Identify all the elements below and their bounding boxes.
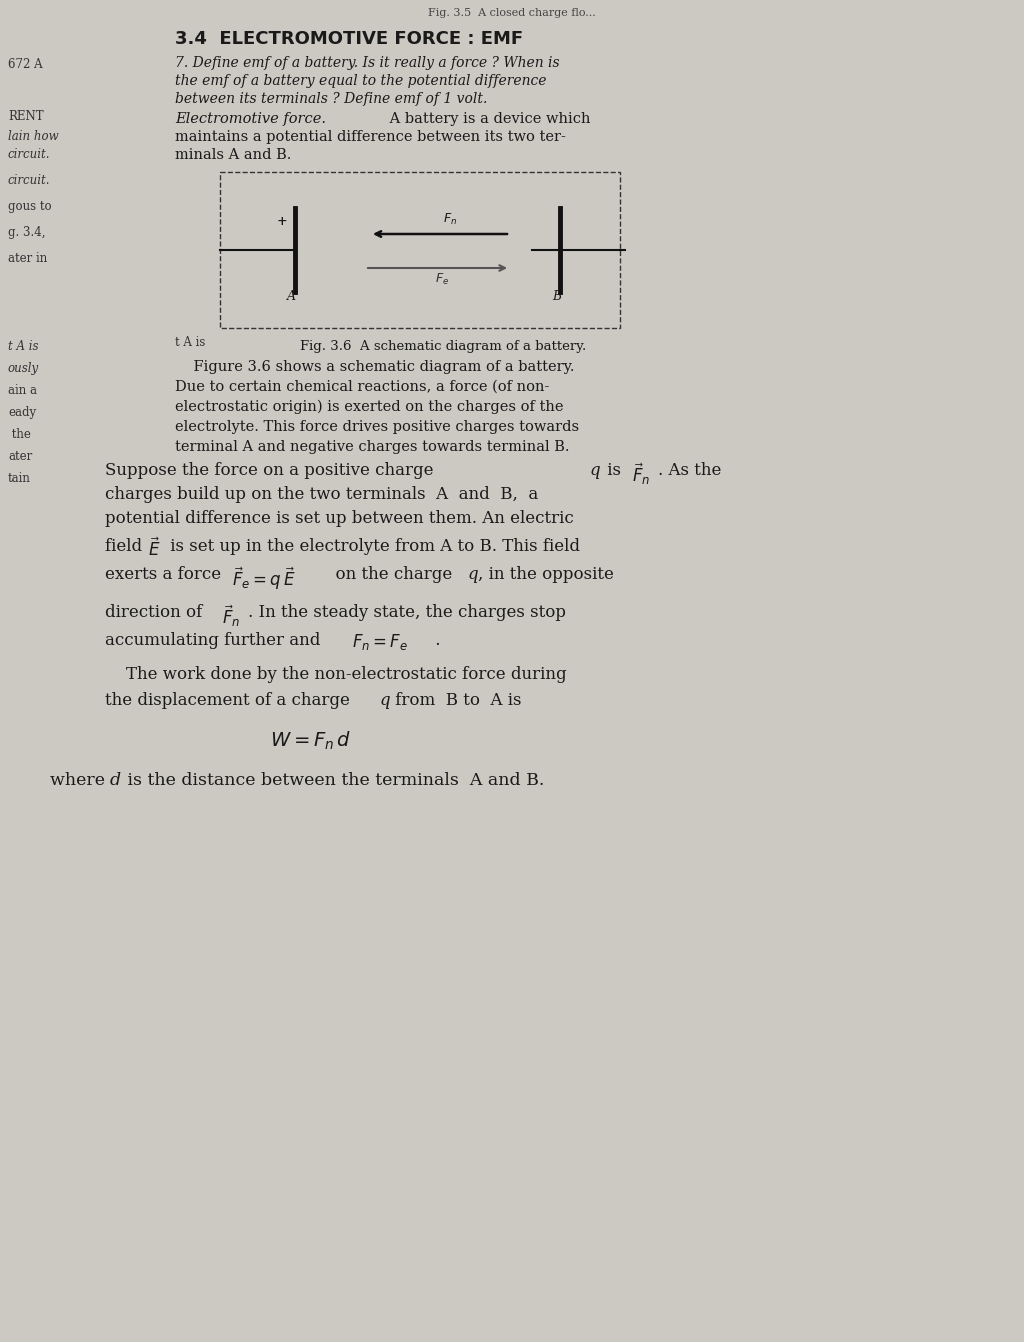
Text: q: q [380,692,390,709]
Text: field: field [105,538,147,556]
Text: q: q [468,566,478,582]
Text: maintains a potential difference between its two ter-: maintains a potential difference between… [175,130,566,144]
Text: is the distance between the terminals  A and B.: is the distance between the terminals A … [122,772,545,789]
Text: $\vec{F}_n$: $\vec{F}_n$ [222,604,241,629]
Text: 7. Define emf of a battery. Is it really a force ? When is: 7. Define emf of a battery. Is it really… [175,56,560,70]
Text: q: q [590,462,601,479]
Text: tain: tain [8,472,31,484]
Text: circuit.: circuit. [8,148,50,161]
Text: eady: eady [8,407,36,419]
Text: direction of: direction of [105,604,208,621]
Text: g. 3.4,: g. 3.4, [8,225,45,239]
Text: A battery is a device which: A battery is a device which [385,111,591,126]
Text: Suppose the force on a positive charge: Suppose the force on a positive charge [105,462,438,479]
Text: d: d [110,772,121,789]
Text: the: the [8,428,31,442]
Text: $F_n = F_e$: $F_n = F_e$ [352,632,408,652]
Text: $F_n$: $F_n$ [443,212,457,227]
Text: on the charge: on the charge [325,566,458,582]
Text: ously: ously [8,362,39,374]
Text: between its terminals ? Define emf of 1 volt.: between its terminals ? Define emf of 1 … [175,93,487,106]
Text: A: A [287,290,296,303]
Text: .: . [430,632,440,650]
Text: Due to certain chemical reactions, a force (of non-: Due to certain chemical reactions, a for… [175,380,549,395]
Text: exerts a force: exerts a force [105,566,226,582]
Text: gous to: gous to [8,200,51,213]
Text: $W = F_n\, d$: $W = F_n\, d$ [270,730,351,753]
Text: electrostatic origin) is exerted on the charges of the: electrostatic origin) is exerted on the … [175,400,563,415]
Text: is set up in the electrolyte from A to B. This field: is set up in the electrolyte from A to B… [165,538,580,556]
Text: 3.4  ELECTROMOTIVE FORCE : EMF: 3.4 ELECTROMOTIVE FORCE : EMF [175,30,523,48]
Text: $\vec{F}_e = q\,\vec{E}$: $\vec{F}_e = q\,\vec{E}$ [232,566,296,592]
Text: t A is: t A is [8,340,39,353]
Text: $\vec{E}$: $\vec{E}$ [148,538,161,561]
Text: $\vec{F}_n$: $\vec{F}_n$ [632,462,650,487]
Text: Fig. 3.6  A schematic diagram of a battery.: Fig. 3.6 A schematic diagram of a batter… [300,340,587,353]
Text: , in the opposite: , in the opposite [478,566,613,582]
Text: charges build up on the two terminals  A  and  B,  a: charges build up on the two terminals A … [105,486,539,503]
Text: electrolyte. This force drives positive charges towards: electrolyte. This force drives positive … [175,420,580,433]
Text: . As the: . As the [658,462,721,479]
Text: lain how: lain how [8,130,58,144]
Text: . In the steady state, the charges stop: . In the steady state, the charges stop [248,604,566,621]
Bar [220,172,620,327]
Text: potential difference is set up between them. An electric: potential difference is set up between t… [105,510,573,527]
Text: B: B [552,290,561,303]
Text: t A is: t A is [175,336,206,349]
Text: the displacement of a charge: the displacement of a charge [105,692,355,709]
Text: $F_e$: $F_e$ [435,272,450,287]
Text: ater in: ater in [8,252,47,264]
Text: +: + [278,215,288,228]
Text: Fig. 3.5  A closed charge flo...: Fig. 3.5 A closed charge flo... [428,8,596,17]
Text: where: where [50,772,111,789]
Text: minals A and B.: minals A and B. [175,148,292,162]
Text: from  B to  A is: from B to A is [390,692,521,709]
Text: The work done by the non-electrostatic force during: The work done by the non-electrostatic f… [105,666,566,683]
Text: is: is [602,462,627,479]
Text: circuit.: circuit. [8,174,50,187]
Text: RENT: RENT [8,110,44,123]
Text: ater: ater [8,450,32,463]
Text: Figure 3.6 shows a schematic diagram of a battery.: Figure 3.6 shows a schematic diagram of … [175,360,574,374]
Text: ain a: ain a [8,384,37,397]
Text: Electromotive force.: Electromotive force. [175,111,326,126]
Text: 672 A: 672 A [8,58,43,71]
Text: terminal A and negative charges towards terminal B.: terminal A and negative charges towards … [175,440,569,454]
Text: accumulating further and: accumulating further and [105,632,326,650]
Text: the emf of a battery equal to the potential difference: the emf of a battery equal to the potent… [175,74,547,89]
